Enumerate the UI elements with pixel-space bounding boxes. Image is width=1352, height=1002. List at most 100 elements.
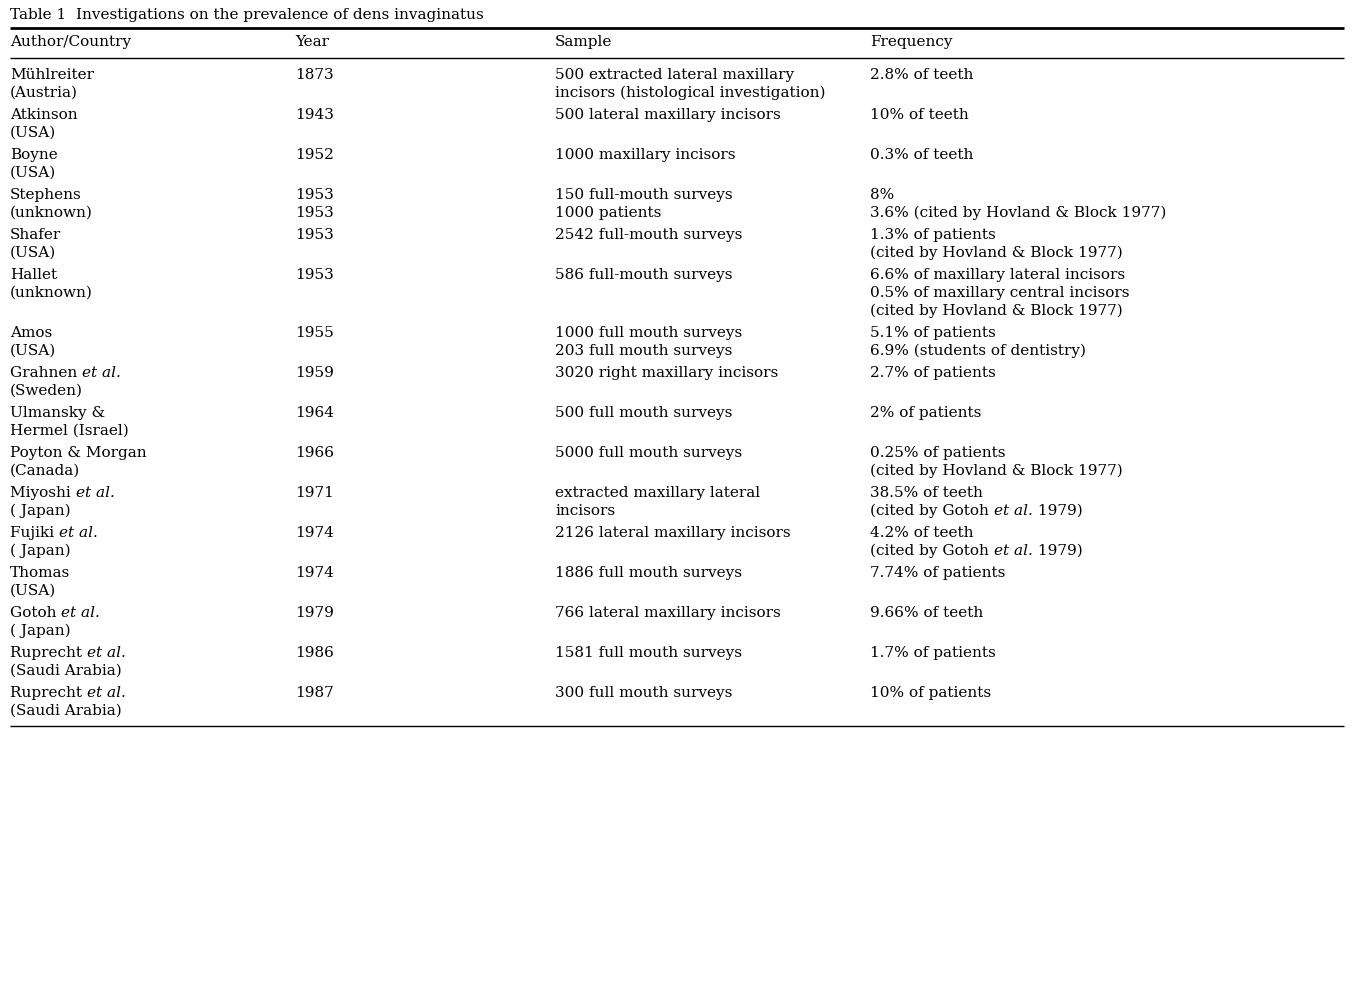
- Text: (Austria): (Austria): [9, 86, 78, 100]
- Text: 6.6% of maxillary lateral incisors: 6.6% of maxillary lateral incisors: [869, 268, 1125, 282]
- Text: ( Japan): ( Japan): [9, 544, 70, 558]
- Text: 300 full mouth surveys: 300 full mouth surveys: [556, 686, 733, 700]
- Text: 0.3% of teeth: 0.3% of teeth: [869, 148, 973, 162]
- Text: (Sweden): (Sweden): [9, 384, 82, 398]
- Text: Author/Country: Author/Country: [9, 35, 131, 49]
- Text: 1971: 1971: [295, 486, 334, 500]
- Text: ( Japan): ( Japan): [9, 624, 70, 638]
- Text: 1953: 1953: [295, 268, 334, 282]
- Text: Year: Year: [295, 35, 329, 49]
- Text: (cited by Hovland & Block 1977): (cited by Hovland & Block 1977): [869, 464, 1122, 478]
- Text: 1873: 1873: [295, 68, 334, 82]
- Text: Sample: Sample: [556, 35, 612, 49]
- Text: Ulmansky &: Ulmansky &: [9, 406, 105, 420]
- Text: (USA): (USA): [9, 584, 57, 598]
- Text: Boyne: Boyne: [9, 148, 58, 162]
- Text: Miyoshi: Miyoshi: [9, 486, 76, 500]
- Text: 1943: 1943: [295, 108, 334, 122]
- Text: 1581 full mouth surveys: 1581 full mouth surveys: [556, 646, 742, 660]
- Text: 2.7% of patients: 2.7% of patients: [869, 366, 996, 380]
- Text: 1979: 1979: [295, 606, 334, 620]
- Text: 0.25% of patients: 0.25% of patients: [869, 446, 1006, 460]
- Text: 8%: 8%: [869, 188, 894, 202]
- Text: 6.9% (students of dentistry): 6.9% (students of dentistry): [869, 344, 1086, 359]
- Text: 1987: 1987: [295, 686, 334, 700]
- Text: 1953: 1953: [295, 188, 334, 202]
- Text: et al.: et al.: [76, 486, 115, 500]
- Text: Frequency: Frequency: [869, 35, 953, 49]
- Text: 1986: 1986: [295, 646, 334, 660]
- Text: (Canada): (Canada): [9, 464, 80, 478]
- Text: 1000 patients: 1000 patients: [556, 206, 661, 220]
- Text: 1953: 1953: [295, 228, 334, 242]
- Text: 1959: 1959: [295, 366, 334, 380]
- Text: et al.: et al.: [82, 366, 120, 380]
- Text: 500 full mouth surveys: 500 full mouth surveys: [556, 406, 733, 420]
- Text: (cited by Hovland & Block 1977): (cited by Hovland & Block 1977): [869, 304, 1122, 319]
- Text: et al.: et al.: [59, 526, 97, 540]
- Text: Fujiki: Fujiki: [9, 526, 59, 540]
- Text: 9.66% of teeth: 9.66% of teeth: [869, 606, 983, 620]
- Text: 766 lateral maxillary incisors: 766 lateral maxillary incisors: [556, 606, 780, 620]
- Text: 5.1% of patients: 5.1% of patients: [869, 326, 996, 340]
- Text: (USA): (USA): [9, 126, 57, 140]
- Text: 1000 full mouth surveys: 1000 full mouth surveys: [556, 326, 742, 340]
- Text: Amos: Amos: [9, 326, 53, 340]
- Text: 1952: 1952: [295, 148, 334, 162]
- Text: 150 full-mouth surveys: 150 full-mouth surveys: [556, 188, 733, 202]
- Text: Table 1  Investigations on the prevalence of dens invaginatus: Table 1 Investigations on the prevalence…: [9, 8, 484, 22]
- Text: 1979): 1979): [1033, 544, 1083, 558]
- Text: et al.: et al.: [994, 544, 1033, 558]
- Text: 2126 lateral maxillary incisors: 2126 lateral maxillary incisors: [556, 526, 791, 540]
- Text: (unknown): (unknown): [9, 286, 93, 300]
- Text: ( Japan): ( Japan): [9, 504, 70, 518]
- Text: 500 lateral maxillary incisors: 500 lateral maxillary incisors: [556, 108, 780, 122]
- Text: Grahnen: Grahnen: [9, 366, 82, 380]
- Text: (cited by Gotoh: (cited by Gotoh: [869, 544, 994, 558]
- Text: 203 full mouth surveys: 203 full mouth surveys: [556, 344, 733, 358]
- Text: (USA): (USA): [9, 166, 57, 180]
- Text: et al.: et al.: [61, 606, 100, 620]
- Text: Thomas: Thomas: [9, 566, 70, 580]
- Text: 1974: 1974: [295, 566, 334, 580]
- Text: incisors: incisors: [556, 504, 615, 518]
- Text: 1000 maxillary incisors: 1000 maxillary incisors: [556, 148, 735, 162]
- Text: 0.5% of maxillary central incisors: 0.5% of maxillary central incisors: [869, 286, 1129, 300]
- Text: 1953: 1953: [295, 206, 334, 220]
- Text: (Saudi Arabia): (Saudi Arabia): [9, 664, 122, 678]
- Text: Stephens: Stephens: [9, 188, 81, 202]
- Text: 2.8% of teeth: 2.8% of teeth: [869, 68, 973, 82]
- Text: 2542 full-mouth surveys: 2542 full-mouth surveys: [556, 228, 742, 242]
- Text: 1974: 1974: [295, 526, 334, 540]
- Text: (USA): (USA): [9, 344, 57, 358]
- Text: Poyton & Morgan: Poyton & Morgan: [9, 446, 146, 460]
- Text: 1.3% of patients: 1.3% of patients: [869, 228, 996, 242]
- Text: et al.: et al.: [87, 646, 126, 660]
- Text: Hermel (Israel): Hermel (Israel): [9, 424, 128, 438]
- Text: 10% of teeth: 10% of teeth: [869, 108, 969, 122]
- Text: (unknown): (unknown): [9, 206, 93, 220]
- Text: 4.2% of teeth: 4.2% of teeth: [869, 526, 973, 540]
- Text: 2% of patients: 2% of patients: [869, 406, 982, 420]
- Text: (cited by Gotoh: (cited by Gotoh: [869, 504, 994, 518]
- Text: 1966: 1966: [295, 446, 334, 460]
- Text: et al.: et al.: [87, 686, 126, 700]
- Text: 3020 right maxillary incisors: 3020 right maxillary incisors: [556, 366, 779, 380]
- Text: 586 full-mouth surveys: 586 full-mouth surveys: [556, 268, 733, 282]
- Text: 1886 full mouth surveys: 1886 full mouth surveys: [556, 566, 742, 580]
- Text: extracted maxillary lateral: extracted maxillary lateral: [556, 486, 760, 500]
- Text: 38.5% of teeth: 38.5% of teeth: [869, 486, 983, 500]
- Text: Ruprecht: Ruprecht: [9, 646, 87, 660]
- Text: incisors (histological investigation): incisors (histological investigation): [556, 86, 826, 100]
- Text: 5000 full mouth surveys: 5000 full mouth surveys: [556, 446, 742, 460]
- Text: 3.6% (cited by Hovland & Block 1977): 3.6% (cited by Hovland & Block 1977): [869, 206, 1167, 220]
- Text: 500 extracted lateral maxillary: 500 extracted lateral maxillary: [556, 68, 794, 82]
- Text: 10% of patients: 10% of patients: [869, 686, 991, 700]
- Text: 1955: 1955: [295, 326, 334, 340]
- Text: Mühlreiter: Mühlreiter: [9, 68, 95, 82]
- Text: Shafer: Shafer: [9, 228, 61, 242]
- Text: Ruprecht: Ruprecht: [9, 686, 87, 700]
- Text: 7.74% of patients: 7.74% of patients: [869, 566, 1006, 580]
- Text: Gotoh: Gotoh: [9, 606, 61, 620]
- Text: Atkinson: Atkinson: [9, 108, 77, 122]
